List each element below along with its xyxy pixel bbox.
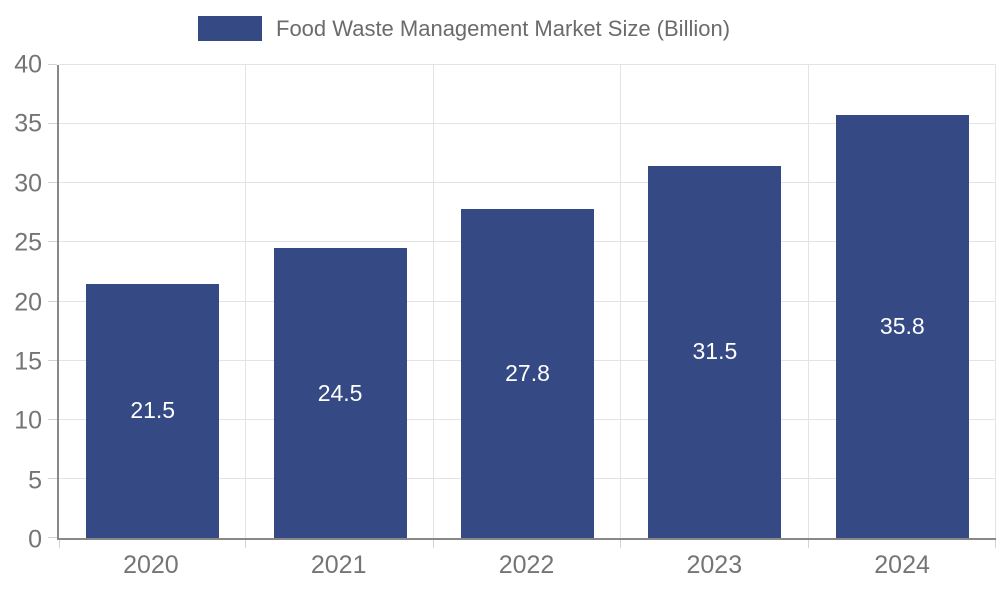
- y-tick-label: 30: [14, 169, 42, 198]
- bar-value-label: 27.8: [505, 360, 550, 387]
- y-tick-mark: [48, 300, 57, 302]
- x-tick-label: 2022: [498, 551, 555, 579]
- y-tick-mark: [48, 418, 57, 420]
- y-gridline: [59, 123, 996, 125]
- bar-value-label: 35.8: [879, 312, 925, 339]
- y-tick-label: 0: [28, 525, 42, 554]
- y-tick-mark: [48, 182, 57, 184]
- y-tick-label: 35: [14, 109, 42, 138]
- y-tick-mark: [48, 477, 57, 479]
- bar-2022: 27.8: [460, 209, 595, 538]
- bar-2021: 24.5: [273, 248, 407, 538]
- bar-value-label: 31.5: [692, 338, 738, 365]
- y-tick-label: 40: [14, 50, 42, 79]
- legend-label: Food Waste Management Market Size (Billi…: [276, 15, 731, 41]
- y-tick-label: 10: [14, 406, 42, 435]
- y-gridline: [59, 182, 996, 184]
- y-gridline: [59, 64, 996, 65]
- x-gridline: [620, 65, 622, 538]
- x-gridline: [995, 65, 996, 538]
- legend-swatch: [198, 16, 262, 41]
- bar-value-label: 21.5: [130, 397, 176, 424]
- y-tick-label: 25: [14, 228, 42, 257]
- x-gridline: [432, 65, 434, 538]
- x-tick-mark: [620, 540, 622, 548]
- x-tick-label: 2023: [686, 551, 743, 579]
- x-gridline: [245, 65, 247, 538]
- x-axis-labels: 2020 2021 2022 2023 2024: [57, 553, 996, 583]
- y-tick-mark: [48, 123, 57, 125]
- y-tick-label: 5: [28, 466, 42, 495]
- bar-value-label: 24.5: [317, 379, 363, 406]
- bar-2023: 31.5: [648, 165, 782, 538]
- legend: Food Waste Management Market Size (Billi…: [198, 16, 730, 41]
- x-gridline: [807, 65, 809, 538]
- x-tick-mark: [245, 540, 247, 548]
- y-tick-mark: [48, 537, 57, 538]
- plot-area: 21.5 24.5 27.8 31.5 35.8: [48, 64, 996, 548]
- x-tick-mark: [995, 540, 996, 548]
- y-tick-mark: [48, 359, 57, 361]
- x-tick-label: 2024: [874, 551, 930, 579]
- x-tick-label: 2020: [123, 551, 179, 579]
- x-tick-mark: [432, 540, 434, 548]
- x-tick-label: 2021: [310, 551, 367, 579]
- y-axis-labels: 0 5 10 15 20 25 30 35 40: [0, 52, 42, 552]
- y-tick-mark: [48, 64, 57, 65]
- bar-2024: 35.8: [835, 114, 969, 538]
- y-tick-label: 15: [14, 347, 42, 376]
- bar-2020: 21.5: [86, 283, 220, 538]
- y-tick-label: 20: [14, 288, 42, 316]
- y-tick-mark: [48, 241, 57, 243]
- x-tick-mark: [59, 540, 60, 548]
- x-tick-mark: [807, 540, 809, 548]
